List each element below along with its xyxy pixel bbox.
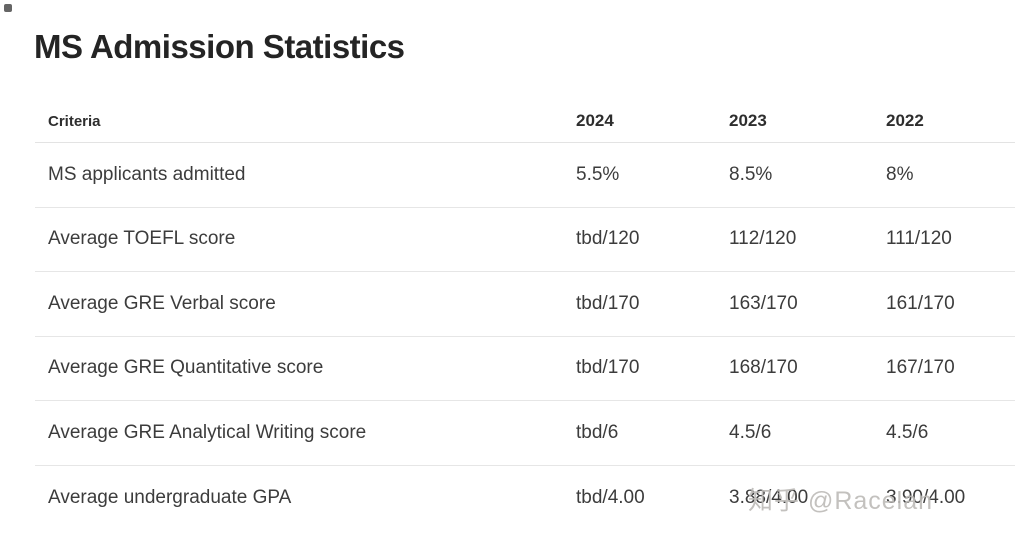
table-cell-criteria: MS applicants admitted [35, 143, 563, 208]
table-cell-2022: 167/170 [873, 337, 1015, 401]
table-cell-2024: 5.5% [563, 143, 716, 208]
zhihu-watermark: 知乎 @Racelan [748, 487, 934, 515]
table-cell-criteria: Average undergraduate GPA [48, 486, 292, 508]
table-cell-2023: 112/120 [716, 208, 873, 272]
table-cell-2024: tbd/6 [563, 401, 716, 466]
table-cell-2023: 168/170 [716, 337, 873, 401]
column-header-2024: 2024 [563, 100, 716, 143]
column-header-2023: 2023 [716, 100, 873, 143]
table-cell-2022: 3.90/4.00 [886, 486, 966, 508]
table-cell-2023: 8.5% [716, 143, 873, 208]
table-cell-2024: tbd/170 [563, 337, 716, 401]
admission-stats-table: Criteria 2024 2023 2022 MS applicants ad… [35, 100, 1015, 530]
table-cell-2024: tbd/170 [563, 272, 716, 337]
table-cell-2024: tbd/4.00 [576, 486, 645, 508]
table-cell-2022: 161/170 [873, 272, 1015, 337]
table-cell-criteria: Average GRE Verbal score [35, 272, 563, 337]
table-cell-2023: 4.5/6 [716, 401, 873, 466]
corner-artifact-dot [4, 4, 12, 12]
table-cell-2024: tbd/120 [563, 208, 716, 272]
column-header-2022: 2022 [873, 100, 1015, 143]
table-cell-2022: 4.5/6 [873, 401, 1015, 466]
table-cell-criteria: Average GRE Quantitative score [35, 337, 563, 401]
page-title: MS Admission Statistics [34, 28, 405, 65]
table-cell-2022: 8% [873, 143, 1015, 208]
table-cell-2023: 3.88/4.00 [729, 486, 809, 508]
table-cell-2023: 163/170 [716, 272, 873, 337]
table-cell-criteria: Average TOEFL score [35, 208, 563, 272]
table-cell-2022: 111/120 [873, 208, 1015, 272]
table-cell-criteria: Average GRE Analytical Writing score [35, 401, 563, 466]
column-header-criteria: Criteria [35, 100, 563, 143]
